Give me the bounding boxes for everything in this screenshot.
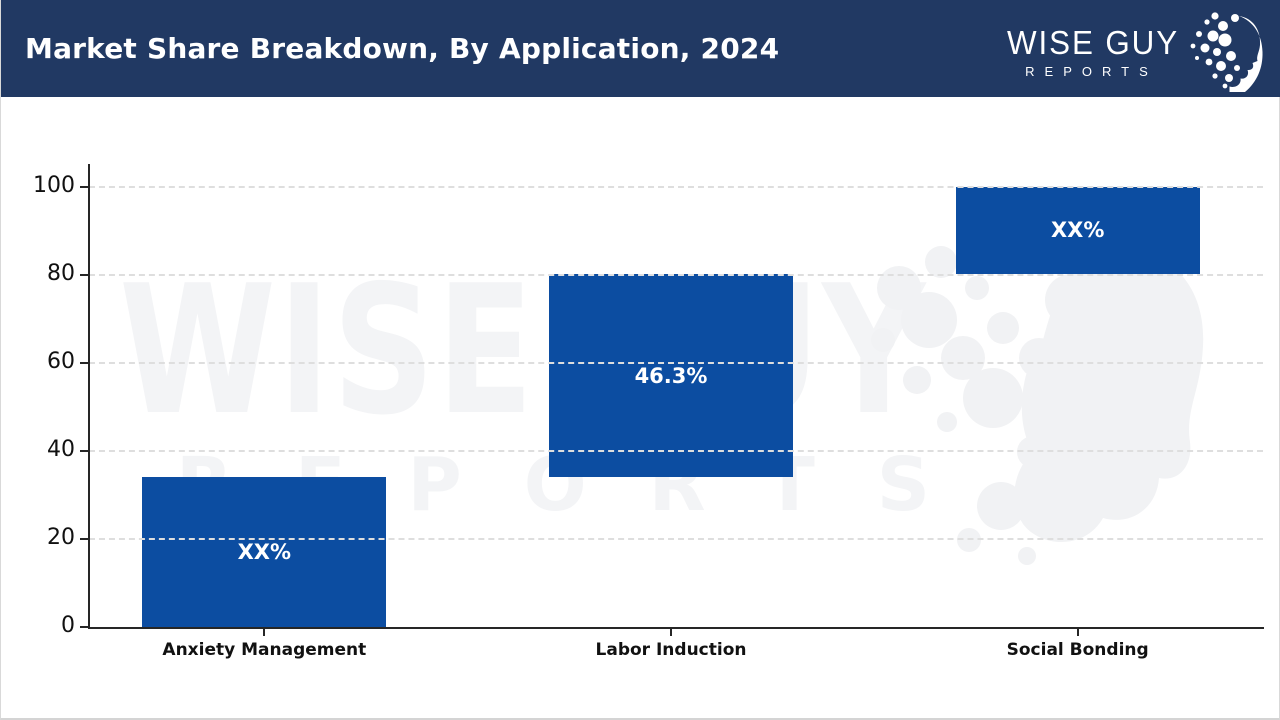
bar: XX% [142, 477, 387, 627]
gridline [89, 362, 1263, 364]
bar: XX% [955, 187, 1200, 274]
y-tick-label: 0 [61, 613, 75, 638]
y-tick-mark [80, 274, 89, 276]
x-tick-mark [263, 629, 266, 636]
bar-value-label: XX% [1050, 218, 1105, 243]
gridline [89, 274, 1263, 276]
wise-guy-reports-logo: WISE GUY REPORTS [998, 8, 1263, 92]
x-category-label: Social Bonding [1006, 640, 1149, 660]
x-category-label: Anxiety Management [162, 640, 367, 660]
gridline [89, 186, 1263, 188]
y-tick-label: 80 [47, 261, 75, 286]
y-tick-label: 40 [47, 437, 75, 462]
watermark-face-icon [871, 246, 1204, 565]
logo-brand-name: WISE GUY [1007, 24, 1179, 61]
y-tick-mark [80, 186, 89, 188]
y-tick-mark [80, 450, 89, 452]
gridline [89, 538, 1263, 540]
x-tick-mark [670, 629, 672, 636]
logo-text: WISE GUY REPORTS [998, 26, 1179, 78]
y-tick-mark [80, 626, 89, 628]
header-bar: Market Share Breakdown, By Application, … [1, 0, 1280, 97]
logo-face-icon [1190, 12, 1263, 92]
bar: 46.3% [549, 273, 793, 478]
logo-brand-subtitle: REPORTS [1025, 64, 1158, 79]
x-axis-line [88, 627, 1264, 629]
y-tick-label: 100 [33, 173, 75, 198]
gridline [89, 450, 1263, 452]
bar-value-label: XX% [237, 540, 292, 565]
x-category-label: Labor Induction [595, 640, 747, 660]
y-axis-line [88, 164, 90, 629]
x-tick-mark [1076, 629, 1079, 636]
y-tick-label: 20 [47, 525, 75, 550]
y-tick-mark [80, 538, 89, 540]
y-tick-label: 60 [47, 349, 75, 374]
bar-value-label: 46.3% [634, 363, 708, 388]
page-title: Market Share Breakdown, By Application, … [25, 32, 780, 65]
y-tick-mark [80, 362, 89, 364]
